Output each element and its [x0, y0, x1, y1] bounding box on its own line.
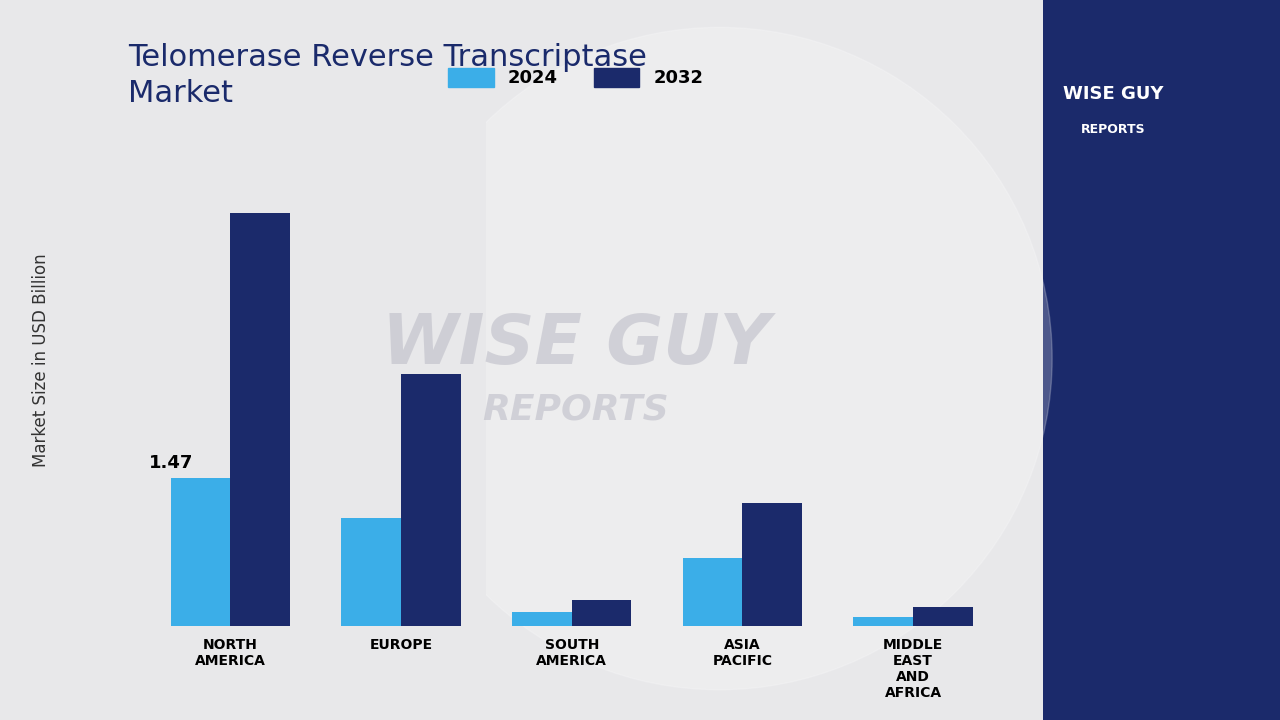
Bar — [401, 374, 461, 626]
Bar — [913, 607, 973, 626]
Bar — [512, 612, 572, 626]
Bar — [854, 617, 913, 626]
Bar — [572, 600, 631, 626]
Bar — [170, 478, 230, 626]
Text: 1.47: 1.47 — [150, 454, 193, 472]
Circle shape — [387, 27, 1052, 690]
Bar — [742, 503, 803, 626]
Text: Telomerase Reverse Transcriptase
Market: Telomerase Reverse Transcriptase Market — [128, 43, 646, 108]
Text: REPORTS: REPORTS — [483, 392, 669, 427]
Legend: 2024, 2032: 2024, 2032 — [442, 61, 710, 94]
Bar — [682, 558, 742, 626]
Text: Market Size in USD Billion: Market Size in USD Billion — [32, 253, 50, 467]
Bar — [342, 518, 401, 626]
Text: REPORTS: REPORTS — [1082, 123, 1146, 136]
Text: WISE GUY: WISE GUY — [1064, 85, 1164, 102]
Text: WISE GUY: WISE GUY — [381, 310, 771, 378]
Bar — [230, 213, 291, 626]
